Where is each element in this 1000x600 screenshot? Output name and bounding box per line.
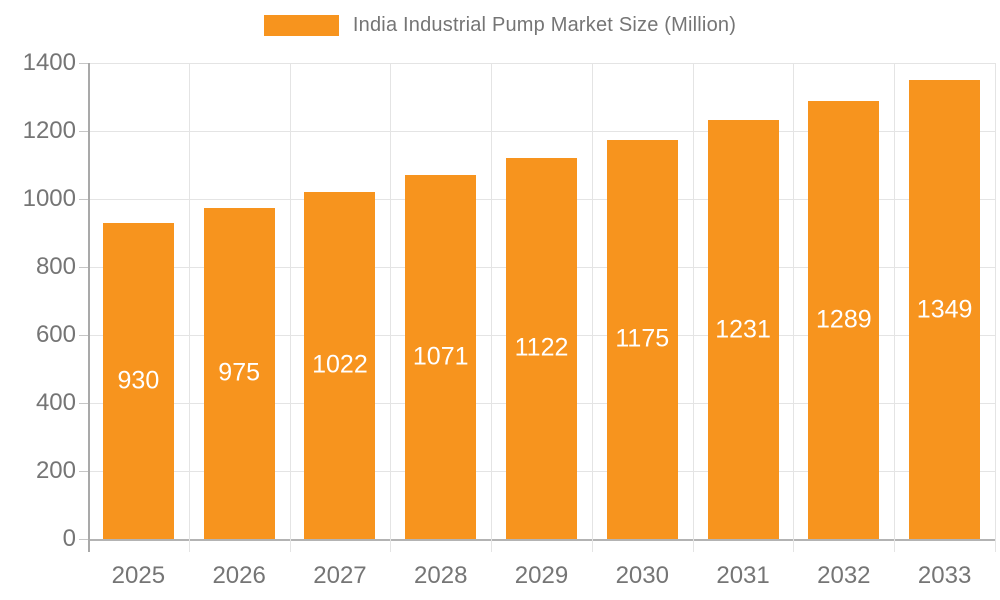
- x-gridline: [894, 63, 896, 552]
- y-axis-tick-label: 1000: [22, 185, 76, 212]
- x-axis-tick-label: 2027: [313, 562, 367, 589]
- x-axis-tick-label: 2033: [917, 562, 972, 589]
- x-axis-tick-label: 2031: [716, 562, 770, 589]
- y-axis-tick-label: 1200: [22, 117, 76, 144]
- y-tick-mark: [79, 199, 88, 200]
- y-tick-mark: [79, 267, 88, 268]
- y-tick-mark: [79, 335, 88, 336]
- y-axis-tick-label: 200: [35, 457, 76, 484]
- x-gridline: [188, 63, 190, 552]
- y-gridline: [88, 63, 995, 64]
- bar-2033[interactable]: [909, 80, 981, 539]
- y-axis-tick-label: 600: [35, 321, 76, 348]
- chart-legend[interactable]: India Industrial Pump Market Size (Milli…: [0, 14, 1000, 37]
- x-gridline: [491, 63, 493, 552]
- x-axis-tick-label: 2029: [514, 562, 569, 589]
- y-axis-tick-label: 0: [62, 525, 76, 552]
- y-tick-mark: [79, 131, 88, 132]
- x-gridline: [995, 63, 996, 552]
- y-axis-tick-label: 400: [35, 389, 76, 416]
- legend-swatch-icon: [263, 15, 339, 36]
- y-axis-tick-label: 800: [35, 253, 76, 280]
- x-gridline: [289, 63, 291, 552]
- y-tick-mark: [79, 403, 88, 404]
- x-gridline: [692, 63, 694, 552]
- x-gridline: [591, 63, 593, 552]
- y-gridline: [88, 131, 995, 132]
- y-axis-tick-label: 1400: [22, 49, 76, 76]
- legend-label: India Industrial Pump Market Size (Milli…: [352, 14, 737, 36]
- x-gridline: [390, 63, 392, 552]
- x-axis-line: [88, 539, 995, 541]
- y-tick-mark: [79, 63, 88, 64]
- x-axis-tick-label: 2030: [615, 562, 669, 589]
- bar-2032[interactable]: [808, 100, 880, 539]
- bar-2028[interactable]: [405, 174, 477, 539]
- x-axis-tick-label: 2026: [212, 562, 266, 589]
- x-gridline: [793, 63, 795, 552]
- x-axis-tick-label: 2028: [414, 562, 468, 589]
- y-tick-mark: [79, 471, 88, 472]
- bar-2027[interactable]: [304, 191, 376, 539]
- bar-2031[interactable]: [707, 120, 779, 539]
- bar-2030[interactable]: [606, 139, 678, 539]
- bar-2029[interactable]: [506, 157, 577, 539]
- bar-2026[interactable]: [203, 207, 275, 539]
- x-axis-tick-label: 2032: [817, 562, 871, 589]
- y-tick-mark: [79, 539, 88, 540]
- x-axis-tick-label: 2025: [111, 562, 166, 589]
- bar-2025[interactable]: [102, 222, 174, 539]
- y-axis-line: [88, 63, 90, 552]
